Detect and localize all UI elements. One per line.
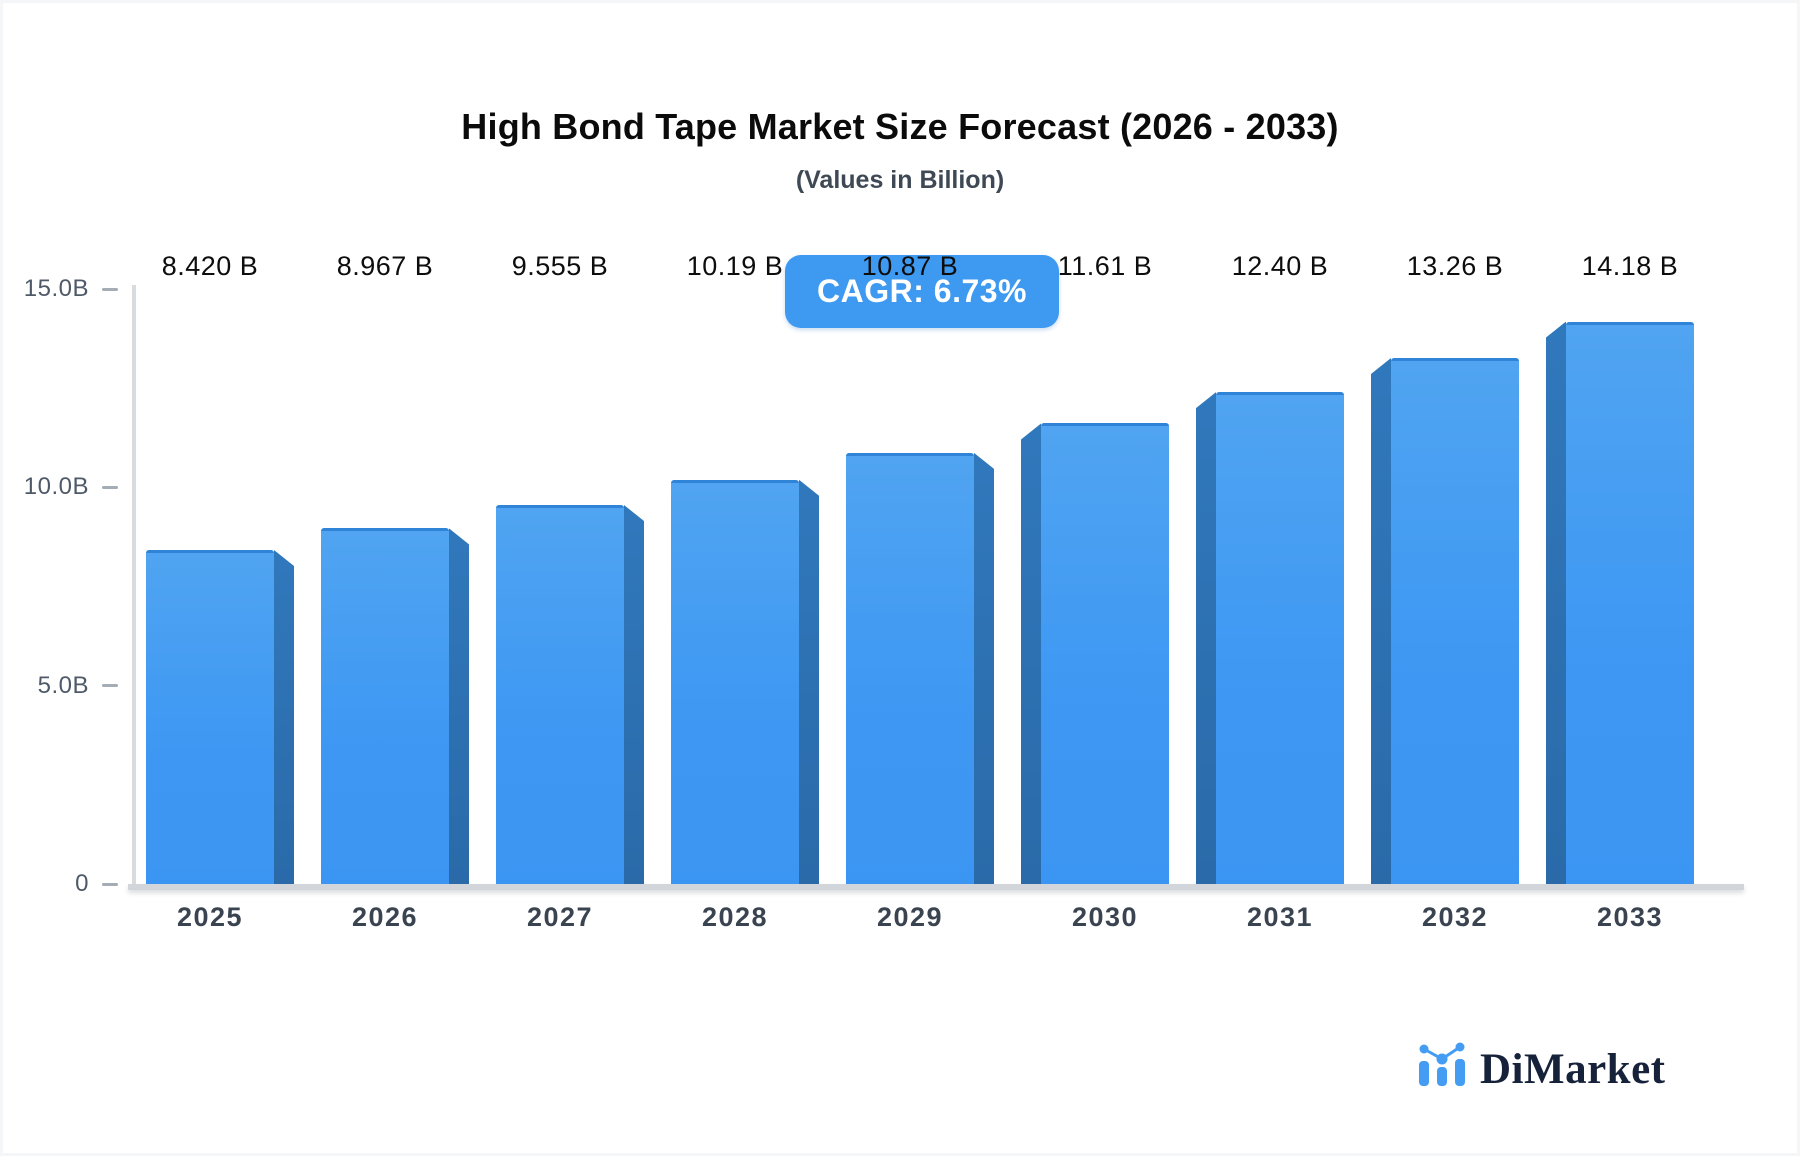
y-axis-line [132, 285, 136, 886]
bar-2032: 13.26 B 2032 [1371, 251, 1519, 932]
y-tick-label: 15.0B [23, 275, 89, 302]
bar-3d [321, 528, 469, 884]
tick-dash [102, 485, 118, 489]
y-tick-label: 0 [75, 870, 89, 897]
bar-chart-logo-icon [1418, 1042, 1468, 1091]
x-axis-label: 2032 [1421, 902, 1489, 932]
y-axis-tick: 0 [75, 869, 118, 899]
bar-value-label: 13.26 B [1406, 251, 1504, 281]
bar-side-face [1371, 358, 1391, 884]
x-axis-label: 2028 [701, 902, 769, 932]
bar-front-face [846, 452, 974, 884]
bar-3d [1196, 392, 1344, 884]
tick-dash [102, 684, 118, 688]
bar-value-label: 12.40 B [1231, 251, 1329, 281]
tick-dash [102, 882, 118, 886]
x-axis-label: 2027 [526, 902, 594, 932]
bar-series: 8.420 B 2025 8.967 B 2026 9.555 B 2027 [146, 251, 1694, 932]
bar-3d [1371, 358, 1519, 884]
bar-side-face [1021, 423, 1041, 884]
brand-logo: DiMarket [1418, 1042, 1666, 1091]
bar-side-face [799, 479, 819, 884]
bar-3d [846, 452, 994, 884]
bar-2028: 10.19 B 2028 [671, 251, 819, 932]
x-axis-label: 2031 [1246, 902, 1314, 932]
y-axis-tick: 15.0B [24, 274, 118, 304]
bar-2033: 14.18 B 2033 [1546, 251, 1694, 932]
bar-front-face [1391, 358, 1519, 884]
cagr-badge: CAGR: 6.73% [785, 255, 1059, 328]
bar-value-label: 8.967 B [336, 251, 434, 281]
bar-3d [671, 479, 819, 884]
bar-side-face [624, 505, 644, 884]
y-axis-tick: 10.0B [24, 472, 118, 502]
bar-2030: 11.61 B 2030 [1021, 251, 1169, 932]
bar-3d [1021, 423, 1169, 884]
bar-2031: 12.40 B 2031 [1196, 251, 1344, 932]
bar-front-face [496, 505, 624, 884]
y-tick-label: 5.0B [37, 671, 89, 699]
bar-3d [146, 550, 294, 884]
y-tick-label: 10.0B [23, 473, 89, 501]
x-axis-baseline [128, 884, 1744, 890]
bar-value-label: 8.420 B [161, 251, 259, 281]
bar-front-face [146, 550, 274, 884]
bar-side-face [1196, 392, 1216, 884]
bar-value-label: 10.87 B [861, 251, 959, 281]
bar-value-label: 9.555 B [511, 251, 609, 281]
bar-front-face [321, 528, 449, 884]
x-axis-label: 2029 [876, 902, 944, 932]
bar-side-face [274, 550, 294, 884]
bar-side-face [1546, 321, 1566, 884]
x-axis-label: 2025 [176, 902, 244, 932]
bar-front-face [1566, 321, 1694, 884]
brand-name: DiMarket [1480, 1046, 1666, 1093]
chart-title: High Bond Tape Market Size Forecast (202… [461, 106, 1339, 147]
bar-side-face [449, 528, 469, 884]
bar-3d [1546, 321, 1694, 884]
bar-3d [496, 505, 644, 884]
tick-dash [102, 287, 118, 291]
chart-subtitle: (Values in Billion) [795, 166, 1005, 194]
bar-front-face [671, 479, 799, 884]
bar-2025: 8.420 B 2025 [146, 251, 294, 932]
x-axis-label: 2033 [1596, 902, 1664, 932]
bar-2026: 8.967 B 2026 [321, 251, 469, 932]
bar-side-face [974, 452, 994, 884]
bar-2027: 9.555 B 2027 [496, 251, 644, 932]
bar-front-face [1216, 392, 1344, 884]
bar-front-face [1041, 423, 1169, 884]
y-axis-tick: 5.0B [38, 671, 118, 701]
bar-value-label: 11.61 B [1057, 251, 1153, 281]
bar-value-label: 10.19 B [686, 251, 784, 281]
x-axis-label: 2030 [1071, 902, 1139, 932]
bar-value-label: 14.18 B [1581, 251, 1679, 281]
y-axis: 0 5.0B 10.0B 15.0B [0, 275, 118, 897]
bar-2029: 10.87 B 2029 [846, 251, 994, 932]
x-axis-label: 2026 [351, 902, 419, 932]
